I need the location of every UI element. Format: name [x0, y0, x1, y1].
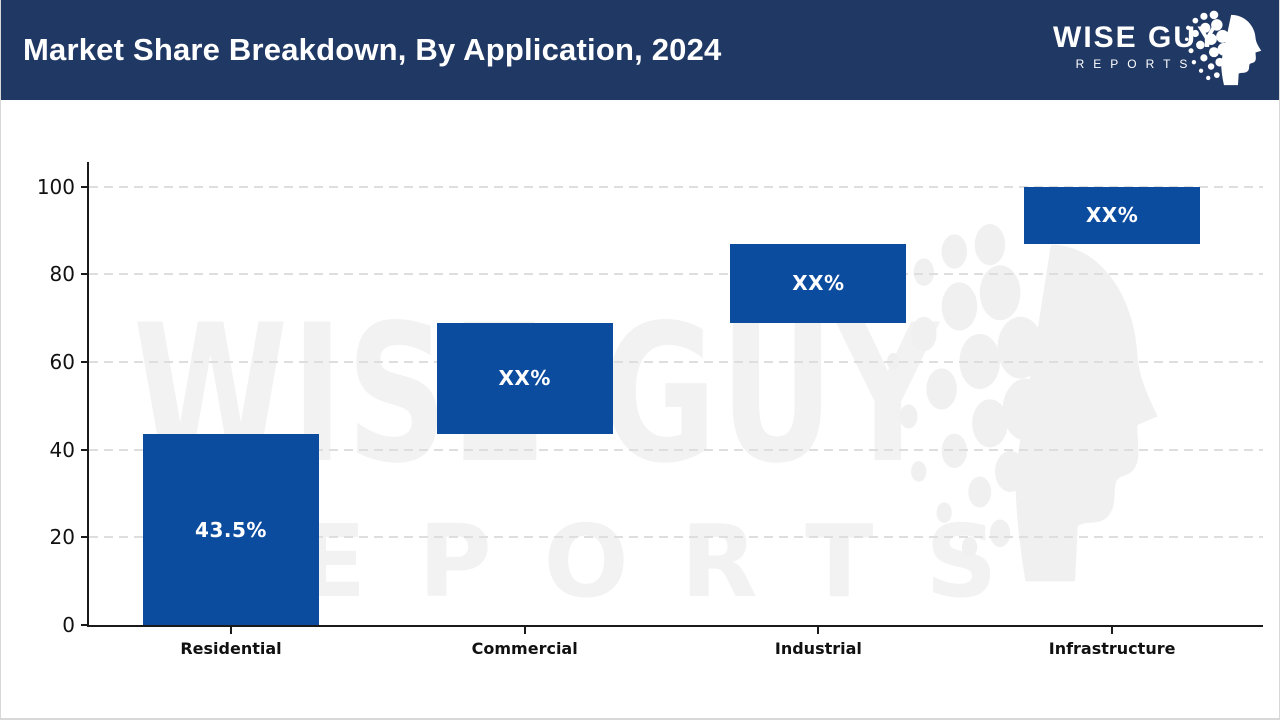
- gridline-100: [89, 185, 1263, 188]
- x-axis-label-residential: Residential: [180, 639, 282, 658]
- y-axis-tick-0: [81, 624, 89, 626]
- x-axis-tick-infrastructure: [1111, 627, 1114, 634]
- bar-value-label-industrial: XX%: [792, 271, 845, 296]
- header-band: Market Share Breakdown, By Application, …: [1, 0, 1279, 100]
- y-axis-tick-label-0: 0: [62, 613, 75, 637]
- y-axis-tick-100: [81, 185, 89, 188]
- y-axis-tick-80: [81, 273, 89, 276]
- x-axis-label-commercial: Commercial: [471, 639, 578, 658]
- y-axis-tick-40: [81, 448, 89, 451]
- bar-commercial: XX%: [436, 322, 613, 435]
- x-axis-tick-residential: [230, 627, 232, 634]
- bar-value-label-infrastructure: XX%: [1085, 203, 1139, 228]
- gridline-60: [89, 361, 1263, 364]
- y-axis-tick-label-20: 20: [49, 525, 75, 550]
- watermark-head-dots-icon: [886, 224, 1158, 582]
- wise-guy-reports-logo: WISE GUY REPORTS: [1017, 8, 1267, 92]
- gridline-80: [89, 273, 1263, 276]
- bar-residential: 43.5%: [143, 434, 319, 625]
- y-axis-tick-20: [81, 536, 89, 539]
- bar-value-label-commercial: XX%: [498, 366, 551, 391]
- y-axis-tick-60: [81, 361, 89, 364]
- page-title: Market Share Breakdown, By Application, …: [23, 32, 722, 67]
- gridline-40: [89, 448, 1263, 451]
- y-axis-tick-label-100: 100: [36, 174, 75, 199]
- y-axis-tick-label-80: 80: [49, 262, 75, 287]
- x-axis-label-infrastructure: Infrastructure: [1048, 639, 1176, 658]
- logo-head-dots-icon: [1184, 10, 1262, 86]
- y-axis-line: [87, 162, 89, 627]
- x-axis-label-industrial: Industrial: [774, 639, 862, 658]
- bar-infrastructure: XX%: [1024, 186, 1201, 244]
- bar-industrial: XX%: [730, 243, 907, 323]
- y-axis-tick-label-60: 60: [49, 350, 75, 375]
- x-axis-tick-commercial: [523, 627, 526, 634]
- bar-value-label-residential: 43.5%: [195, 517, 267, 542]
- logo-subtitle: REPORTS: [1075, 56, 1197, 71]
- gridline-20: [89, 536, 1263, 539]
- y-axis-tick-label-40: 40: [49, 437, 75, 462]
- x-axis-line: [87, 625, 1263, 627]
- x-axis-tick-industrial: [817, 627, 820, 634]
